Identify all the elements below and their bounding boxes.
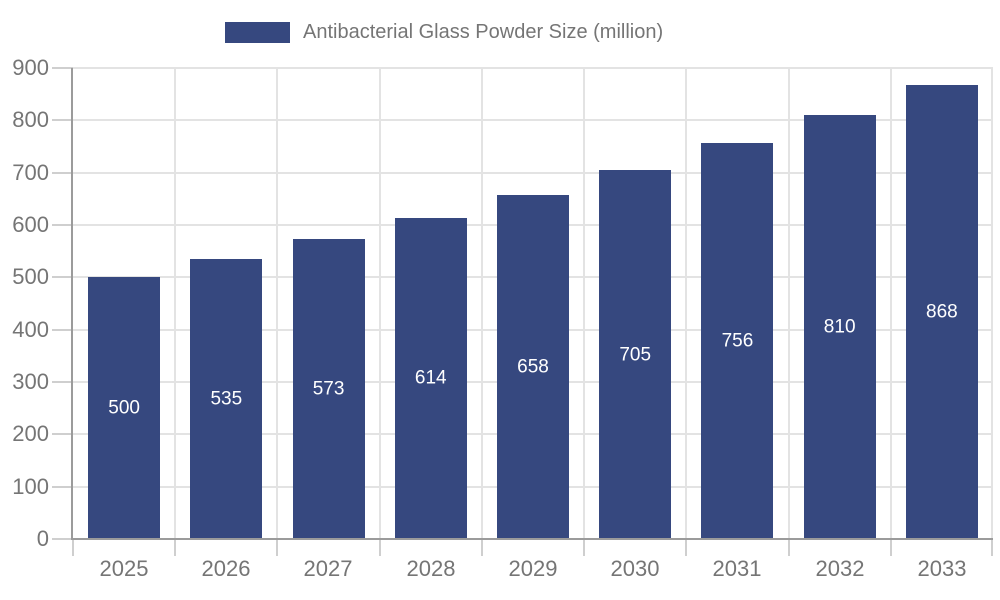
plot-area: 0 100 200 300 400 500 600 700 800 900 500 2025 535 20… [12,57,993,581]
gridline-vertical [685,68,687,539]
gridline-vertical [991,68,993,539]
x-axis-line [71,538,993,540]
y-tick-label: 0 [36,526,49,551]
bar [599,170,671,539]
x-tick-label: 2032 [815,556,865,581]
y-tick-label: 100 [12,473,49,499]
bar [88,277,160,539]
bar [395,218,467,539]
y-axis-tick [52,433,73,436]
y-tick-label: 500 [12,264,49,290]
x-axis-tick [481,539,483,556]
bar [906,85,978,539]
gridline-horizontal [73,67,993,69]
legend-label: Antibacterial Glass Powder Size (million… [303,21,664,43]
y-axis-tick [52,224,73,226]
bar-value-label: 756 [721,330,754,352]
x-tick-label: 2026 [201,556,251,581]
y-tick-label: 700 [12,159,49,185]
x-tick-label: 2027 [303,556,353,581]
y-axis-tick [52,171,73,174]
x-axis-tick [890,539,892,556]
x-tick-label: 2025 [99,556,149,581]
gridline-vertical [379,68,381,539]
x-axis-tick [379,539,381,556]
bar [190,259,262,539]
bar [804,115,876,539]
bar [293,239,365,539]
x-tick-label: 2030 [610,556,660,581]
y-axis-tick [52,538,73,540]
legend-swatch [225,22,290,43]
x-tick-label: 2028 [406,556,456,581]
legend: Antibacterial Glass Powder Size (million… [225,21,663,44]
bar-value-label: 573 [312,378,345,400]
x-axis-tick [72,539,74,556]
gridline-vertical [481,68,483,539]
bar [497,195,569,539]
y-tick-label: 600 [12,212,49,237]
y-axis-tick [52,67,73,69]
bar [701,143,773,539]
gridline-vertical [788,68,790,539]
x-tick-label: 2031 [712,556,762,581]
gridline-vertical [890,68,892,539]
y-axis-tick [52,276,73,279]
bar-value-label: 535 [210,388,243,410]
y-axis-tick [52,381,73,383]
y-tick-label: 300 [12,369,49,394]
gridline-vertical [174,68,176,539]
x-axis-tick [276,539,278,556]
gridline-vertical [276,68,278,539]
bar-value-label: 810 [823,316,856,338]
gridline-vertical [583,68,585,539]
x-axis-tick [685,539,687,556]
gridline-horizontal [73,119,993,122]
y-tick-label: 900 [12,55,49,80]
x-axis-tick [174,539,176,556]
x-tick-label: 2033 [917,556,967,581]
gridline-horizontal [73,171,993,174]
y-tick-label: 800 [12,107,49,133]
y-tick-label: 200 [12,421,49,447]
x-tick-label: 2029 [508,556,558,581]
bar-value-label: 500 [108,397,140,419]
y-axis-tick [52,328,73,331]
y-tick-label: 400 [12,316,49,342]
x-axis-tick [583,539,585,556]
bar-value-label: 868 [926,301,958,323]
x-axis-tick [788,539,790,556]
bar-value-label: 705 [619,344,652,366]
x-axis-tick [991,539,993,556]
bar-value-label: 658 [517,356,549,378]
bar-value-label: 614 [414,367,447,389]
y-axis-line [71,68,73,539]
y-axis-tick [52,485,73,488]
y-axis-tick [52,119,73,122]
